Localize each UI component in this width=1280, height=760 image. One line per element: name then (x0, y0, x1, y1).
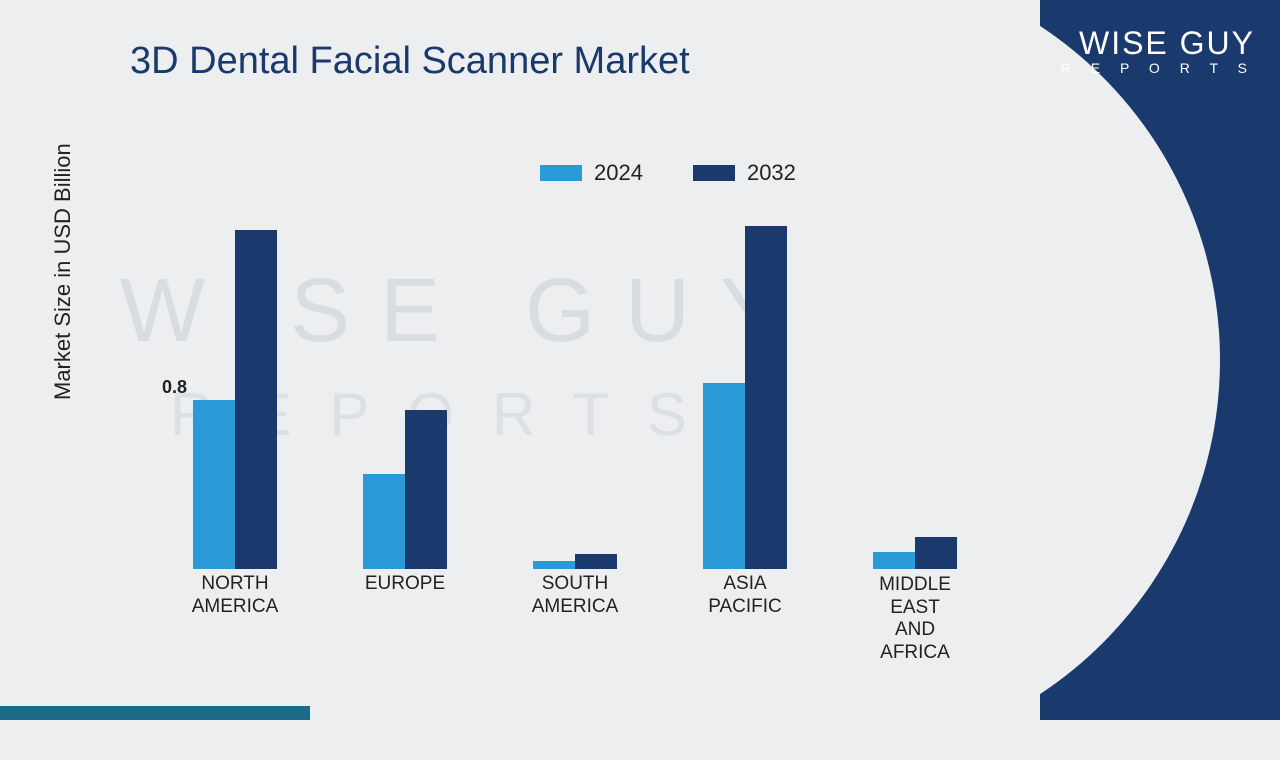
bar-group: EUROPE (340, 410, 470, 569)
bar-value-label: 0.8 (162, 377, 187, 398)
legend-swatch-2024 (540, 165, 582, 181)
bar (235, 230, 277, 569)
x-axis-label: MIDDLEEASTANDAFRICA (850, 574, 980, 665)
legend-item-2024: 2024 (540, 160, 643, 186)
bar (703, 383, 745, 569)
legend-label-2032: 2032 (747, 160, 796, 186)
bar (873, 552, 915, 569)
bottom-accent-bar (0, 706, 310, 720)
bar (915, 537, 957, 569)
x-axis-label: EUROPE (340, 573, 470, 596)
bar (193, 400, 235, 569)
legend-swatch-2032 (693, 165, 735, 181)
bar-group: MIDDLEEASTANDAFRICA (850, 537, 980, 569)
x-axis-label: ASIAPACIFIC (680, 573, 810, 619)
brand-logo: WISE GUY R E P O R T S (1061, 25, 1255, 76)
bar (405, 410, 447, 569)
right-brand-panel (1040, 0, 1280, 720)
chart-title: 3D Dental Facial Scanner Market (130, 40, 690, 83)
chart-area: Market Size in USD Billion 2024 2032 NOR… (60, 160, 960, 660)
bar (363, 474, 405, 569)
legend-item-2032: 2032 (693, 160, 796, 186)
y-axis-label: Market Size in USD Billion (50, 143, 76, 400)
bar-group: NORTHAMERICA0.8 (170, 230, 300, 569)
bar (575, 554, 617, 569)
chart-plot: NORTHAMERICA0.8 EUROPE SOUTHAMERICA ASIAPAC… (140, 210, 940, 570)
legend-label-2024: 2024 (594, 160, 643, 186)
bar (745, 226, 787, 569)
chart-legend: 2024 2032 (540, 160, 796, 186)
brand-logo-sub: R E P O R T S (1061, 60, 1255, 76)
bar (533, 561, 575, 569)
brand-logo-main: WISE GUY (1061, 25, 1255, 62)
bar-group: ASIAPACIFIC (680, 226, 810, 569)
x-axis-label: NORTHAMERICA (170, 573, 300, 619)
x-axis-label: SOUTHAMERICA (510, 573, 640, 619)
bar-group: SOUTHAMERICA (510, 554, 640, 569)
